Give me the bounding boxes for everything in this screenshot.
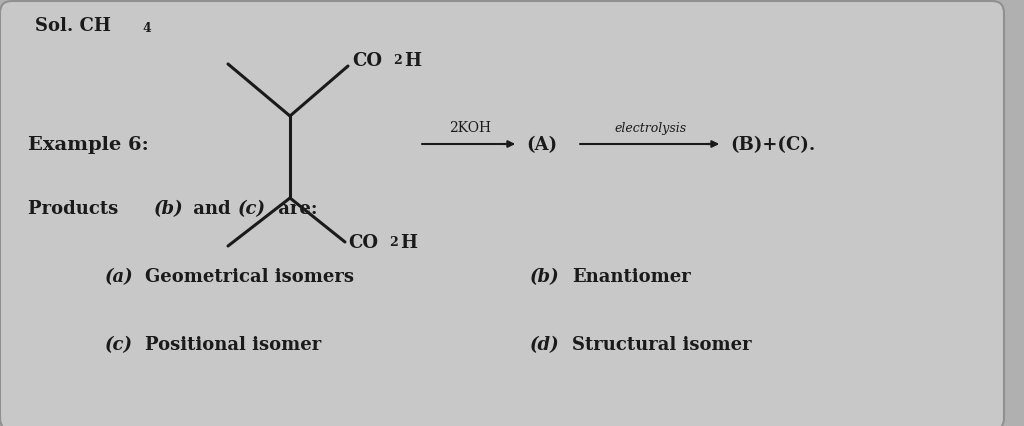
Text: 4: 4 <box>142 22 152 35</box>
Text: Positional isomer: Positional isomer <box>145 335 322 353</box>
Text: Example 6:: Example 6: <box>28 136 148 154</box>
Text: 2: 2 <box>389 236 397 248</box>
Text: (b): (b) <box>530 268 560 285</box>
Text: H: H <box>404 52 421 70</box>
Text: are:: are: <box>272 199 317 218</box>
Text: 2KOH: 2KOH <box>449 121 490 135</box>
Text: Enantiomer: Enantiomer <box>572 268 691 285</box>
Text: Products: Products <box>28 199 125 218</box>
Text: CO: CO <box>348 233 378 251</box>
FancyBboxPatch shape <box>0 2 1004 426</box>
Text: (c): (c) <box>105 335 133 353</box>
Text: 2: 2 <box>393 54 401 67</box>
Text: (b): (b) <box>154 199 183 218</box>
Text: and: and <box>187 199 237 218</box>
Text: Sol. CH: Sol. CH <box>35 17 111 35</box>
Text: (A): (A) <box>526 136 557 154</box>
Text: (B)+(C).: (B)+(C). <box>730 136 815 154</box>
Text: electrolysis: electrolysis <box>615 122 687 135</box>
Text: Structural isomer: Structural isomer <box>572 335 752 353</box>
Text: (d): (d) <box>530 335 560 353</box>
Text: Geometrical isomers: Geometrical isomers <box>145 268 354 285</box>
Text: (a): (a) <box>105 268 133 285</box>
Text: (c): (c) <box>238 199 266 218</box>
Text: H: H <box>400 233 417 251</box>
Text: CO: CO <box>352 52 382 70</box>
